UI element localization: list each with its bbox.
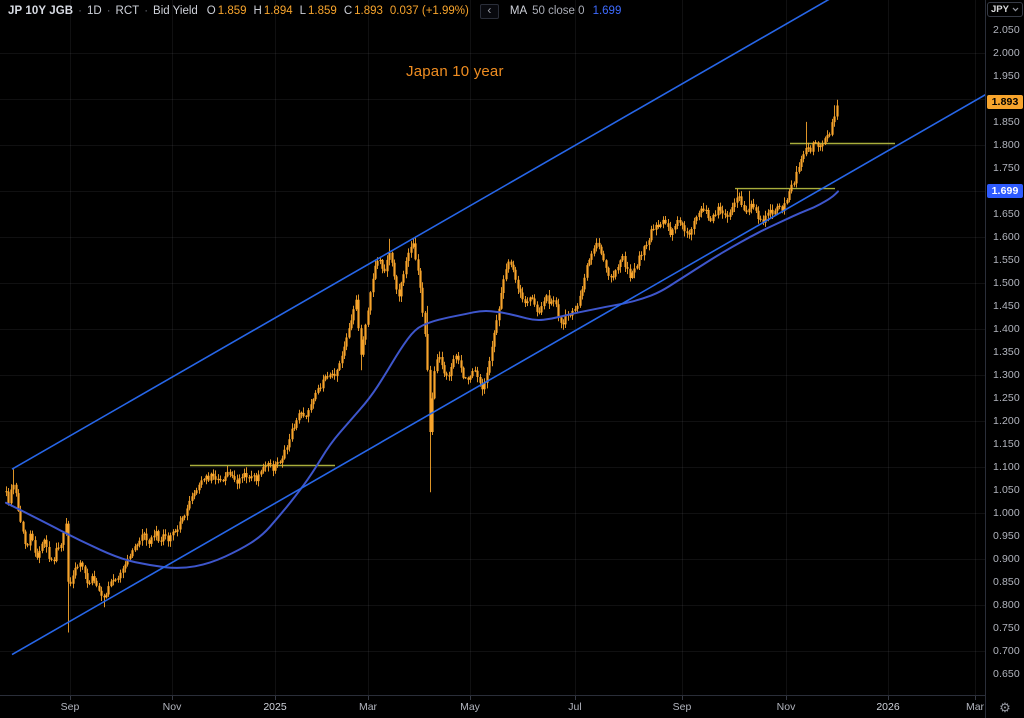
text-annotation[interactable]: Japan 10 year [406,63,504,80]
time-tickmark [70,696,71,700]
time-tick-label: 2025 [263,701,287,713]
chevron-left-icon: ‹ [487,3,492,17]
candle-wicks [6,99,838,633]
channel-lower-trendline[interactable] [11,94,985,656]
price-tick-label: 0.800 [993,598,1020,611]
price-tick-label: 0.750 [993,621,1020,634]
last-price-badge: 1.893 [987,95,1023,110]
time-tickmark [470,696,471,700]
price-tick-label: 1.950 [993,69,1020,82]
time-tickmark [888,696,889,700]
time-tickmark [682,696,683,700]
legend-collapse-button[interactable]: ‹ [479,3,499,19]
price-tick-label: 1.400 [993,322,1020,335]
time-tickmark [368,696,369,700]
price-tick-label: 1.750 [993,161,1020,174]
price-tick-label: 1.200 [993,414,1020,427]
legend-separator: · [78,5,82,17]
channel-upper-trendline[interactable] [11,0,985,470]
chart-plot-area[interactable]: JP 10Y JGB · 1D · RCT · Bid Yield O 1.85… [0,0,986,696]
close-label: C [343,5,353,17]
price-tick-label: 1.050 [993,483,1020,496]
low-label: L [299,5,307,17]
time-tick-label: Sep [60,701,80,713]
time-tick-label: Nov [776,701,796,713]
legend-separator: · [106,5,111,17]
price-tick-label: 1.350 [993,345,1020,358]
price-tick-label: 0.900 [993,552,1020,565]
price-tick-label: 1.850 [993,115,1020,128]
time-tickmark [172,696,173,700]
time-axis[interactable]: Sep Nov 2025 Mar May Jul Sep Nov 2026 Mar [0,696,986,718]
candle-bodies [5,105,839,598]
time-tick-label: Sep [672,701,692,713]
low-value: 1.859 [308,5,337,17]
ma-indicator-legend[interactable]: MA 50 close 0 1.699 [510,5,621,17]
price-tick-label: 0.950 [993,529,1020,542]
price-tick-label: 1.500 [993,276,1020,289]
time-tick-label: 2026 [876,701,900,713]
price-tick-label: 1.100 [993,460,1020,473]
ma50-line[interactable] [5,190,839,569]
ma-name: MA [509,5,528,17]
time-tickmark [786,696,787,700]
candlestick-chart-canvas[interactable] [0,0,985,695]
currency-selector-button[interactable]: JPY [987,2,1023,17]
price-tick-label: 1.800 [993,138,1020,151]
currency-label: JPY [991,4,1009,15]
time-tick-label: Jul [568,701,582,713]
open-label: O [206,5,216,17]
time-tickmark [275,696,276,700]
chart-legend: JP 10Y JGB · 1D · RCT · Bid Yield O 1.85… [8,3,621,19]
price-tick-label: 2.050 [993,23,1020,36]
ma-params: 50 close 0 [532,5,585,17]
time-tickmark [975,696,976,700]
time-tickmark [575,696,576,700]
gear-icon[interactable]: ⚙ [999,699,1011,715]
change-readout: 0.037 (+1.99%) [389,5,469,17]
price-tick-label: 1.300 [993,368,1020,381]
high-value: 1.894 [263,5,293,17]
time-tick-label: Mar [358,701,378,713]
price-tick-label: 1.550 [993,253,1020,266]
time-tick-label: Mar [965,701,985,713]
series-type-label: Bid Yield [153,5,198,17]
time-tick-label: Nov [162,701,182,713]
price-tick-label: 0.700 [993,644,1020,657]
ma-price-badge: 1.699 [987,184,1023,199]
legend-separator: · [144,5,149,17]
chevron-down-icon [1012,7,1019,12]
ohlc-readout: O 1.859 H 1.894 L 1.859 C 1.893 [207,5,383,17]
open-value: 1.859 [217,5,247,17]
ma-value: 1.699 [592,5,622,17]
high-label: H [253,5,262,17]
time-tick-label: May [460,701,480,713]
price-tick-label: 1.650 [993,207,1020,220]
interval-label[interactable]: 1D [87,5,102,17]
price-tick-label: 1.450 [993,299,1020,312]
price-tick-label: 1.150 [993,437,1020,450]
price-tick-label: 0.850 [993,575,1020,588]
price-tick-label: 1.600 [993,230,1020,243]
price-tick-label: 1.000 [993,506,1020,519]
price-tick-label: 2.000 [993,46,1020,59]
price-tick-label: 0.650 [993,667,1020,680]
scale-settings-corner: ⚙ [986,696,1024,718]
exchange-label: RCT [115,5,140,17]
symbol-title[interactable]: JP 10Y JGB [8,5,74,17]
close-value: 1.893 [354,5,383,17]
price-tick-label: 1.250 [993,391,1020,404]
price-axis[interactable]: JPY 2.050 2.000 1.950 1.850 1.800 1.750 1.650 1… [986,0,1024,696]
